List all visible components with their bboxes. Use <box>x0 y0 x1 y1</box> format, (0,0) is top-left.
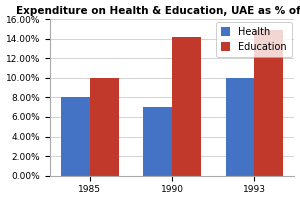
Title: Expenditure on Health & Education, UAE as % of GDP: Expenditure on Health & Education, UAE a… <box>16 6 300 16</box>
Legend: Health, Education: Health, Education <box>216 22 292 57</box>
Bar <box>254 30 283 176</box>
Bar <box>61 97 90 176</box>
Bar <box>143 107 172 176</box>
Bar <box>226 78 254 176</box>
Bar <box>90 78 119 176</box>
Bar <box>172 37 201 176</box>
